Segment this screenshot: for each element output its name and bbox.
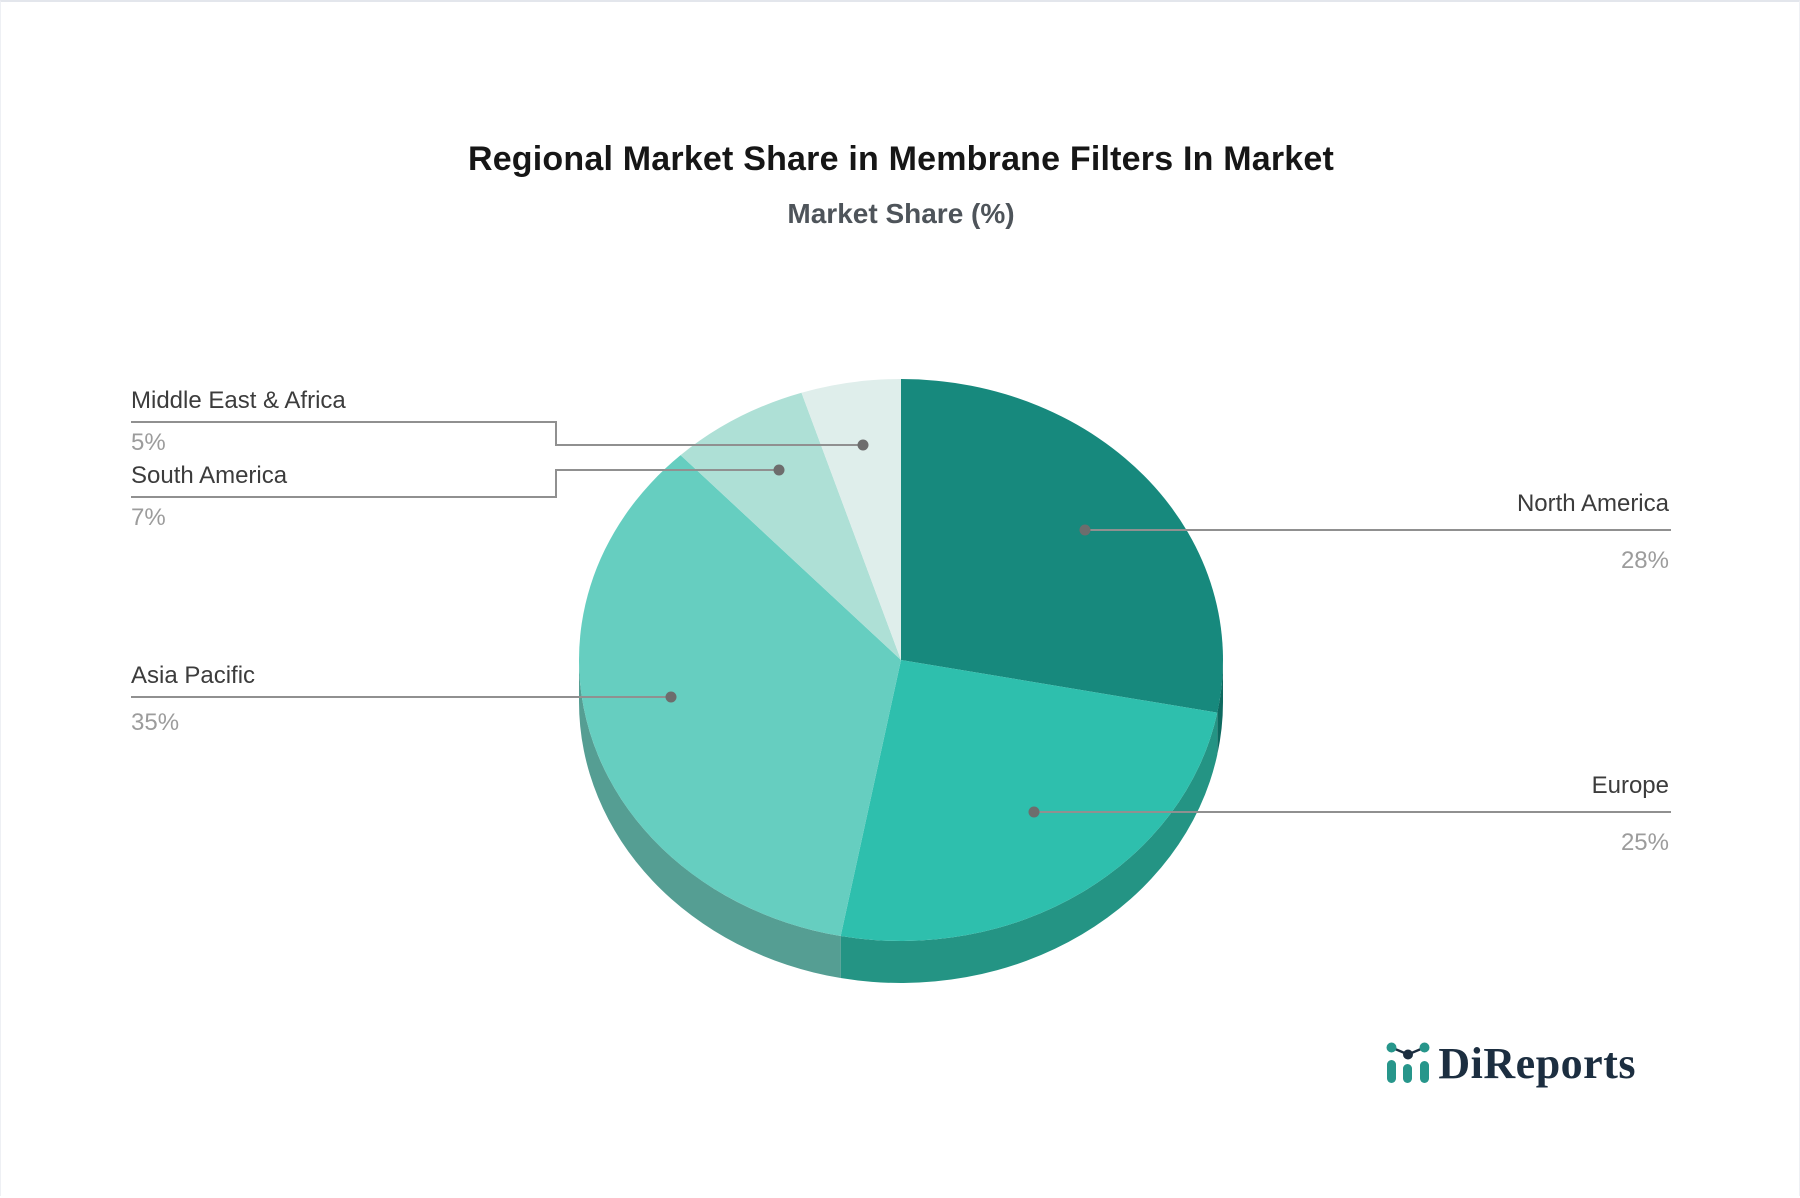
connector-dot-north-america <box>1079 524 1091 536</box>
chart-title: Regional Market Share in Membrane Filter… <box>467 140 1335 178</box>
connector-line-middle-east-africa <box>131 421 863 446</box>
slice-value-europe: 25% <box>1620 829 1669 856</box>
slice-label-north-america: North America <box>1516 490 1669 517</box>
slice-label-south-america: South America <box>131 462 288 489</box>
pie-slice-south-america[interactable] <box>680 392 901 660</box>
connector-dot-middle-east-africa <box>857 439 869 451</box>
connector-line-south-america <box>131 469 779 498</box>
connector-dot-south-america <box>773 464 785 476</box>
pie-slice-north-america[interactable] <box>901 379 1223 713</box>
slice-value-asia-pacific: 35% <box>131 709 180 736</box>
pie-slice-side-asia-pacific <box>579 660 841 979</box>
direports-logo-text: DiReports <box>1438 1039 1636 1088</box>
slice-label-middle-east-africa: Middle East & Africa <box>131 387 346 414</box>
slice-label-europe: Europe <box>1591 772 1669 799</box>
pie-slice-side-europe <box>840 712 1218 983</box>
slice-value-north-america: 28% <box>1620 547 1669 574</box>
bar-chart-logo-icon <box>1386 1042 1430 1083</box>
pie-slice-asia-pacific[interactable] <box>578 455 901 937</box>
direports-logo[interactable]: DiReports <box>1385 1038 1636 1086</box>
pie-slice-side-north-america <box>1217 660 1223 755</box>
chart-subtitle: Market Share (%) <box>787 198 1015 229</box>
slice-value-south-america: 7% <box>131 504 166 531</box>
connector-dot-asia-pacific <box>665 691 677 703</box>
pie-slice-middle-east-africa[interactable] <box>801 379 901 660</box>
connector-dot-europe <box>1028 806 1040 818</box>
slice-label-asia-pacific: Asia Pacific <box>131 662 256 689</box>
pie-slice-europe[interactable] <box>840 660 1218 941</box>
slice-value-middle-east-africa: 5% <box>131 429 166 456</box>
